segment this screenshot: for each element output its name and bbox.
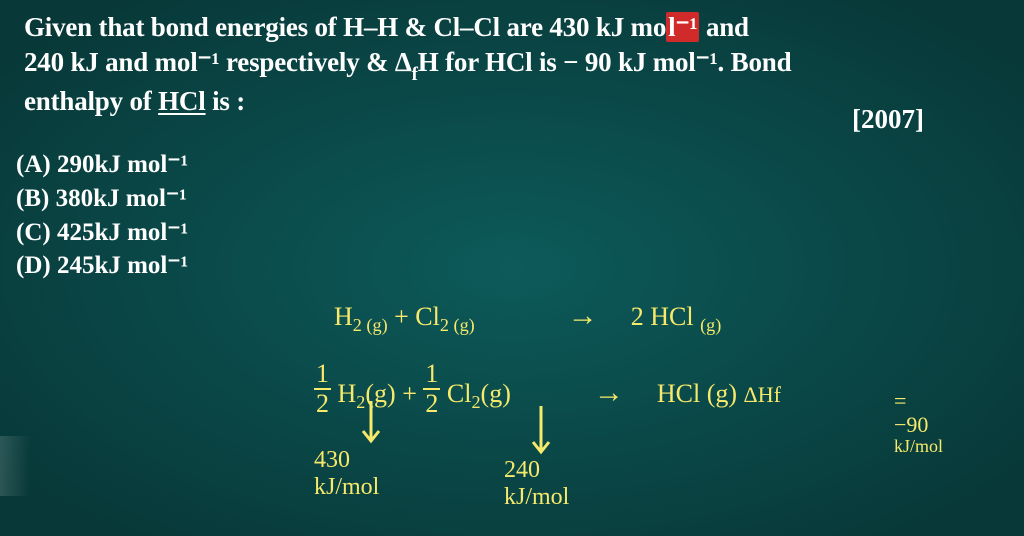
option-b: (B) 380kJ mol⁻¹ xyxy=(16,182,188,216)
red-box: l⁻¹ xyxy=(666,12,699,42)
delta-hf-value: = −90 kJ/mol xyxy=(894,389,943,457)
option-a: (A) 290kJ mol⁻¹ xyxy=(16,148,188,182)
q-line2-sub: f xyxy=(412,64,418,85)
edge-glare xyxy=(0,436,30,496)
bond-energy-hh: 430 kJ/mol xyxy=(314,447,379,501)
q-line2-a: 240 kJ and mol⁻¹ respectively & Δ xyxy=(24,47,412,77)
chalkboard: Given that bond energies of H–H & Cl–Cl … xyxy=(0,0,1024,536)
down-arrow-icon xyxy=(529,404,553,459)
q-line1-b: and xyxy=(699,12,748,42)
down-arrow-icon xyxy=(359,399,383,447)
q-line3-b: is : xyxy=(206,86,246,116)
question-block: Given that bond energies of H–H & Cl–Cl … xyxy=(24,10,1000,119)
q-line3-a: enthalpy of xyxy=(24,86,158,116)
option-c: (C) 425kJ mol⁻¹ xyxy=(16,216,188,250)
option-d: (D) 245kJ mol⁻¹ xyxy=(16,249,188,283)
year-tag: [2007] xyxy=(852,104,924,135)
equation-1: H2 (g) + Cl2 (g) → 2 HCl (g) xyxy=(334,299,721,336)
bond-energy-clcl: 240 kJ/mol xyxy=(504,457,569,511)
q-line2-b: H for HCl is − 90 kJ mol⁻¹. Bond xyxy=(418,47,792,77)
q-line3-u: HCl xyxy=(158,86,205,116)
q-line1-a: Given that bond energies of H–H & Cl–Cl … xyxy=(24,12,666,42)
options-list: (A) 290kJ mol⁻¹ (B) 380kJ mol⁻¹ (C) 425k… xyxy=(16,148,188,283)
